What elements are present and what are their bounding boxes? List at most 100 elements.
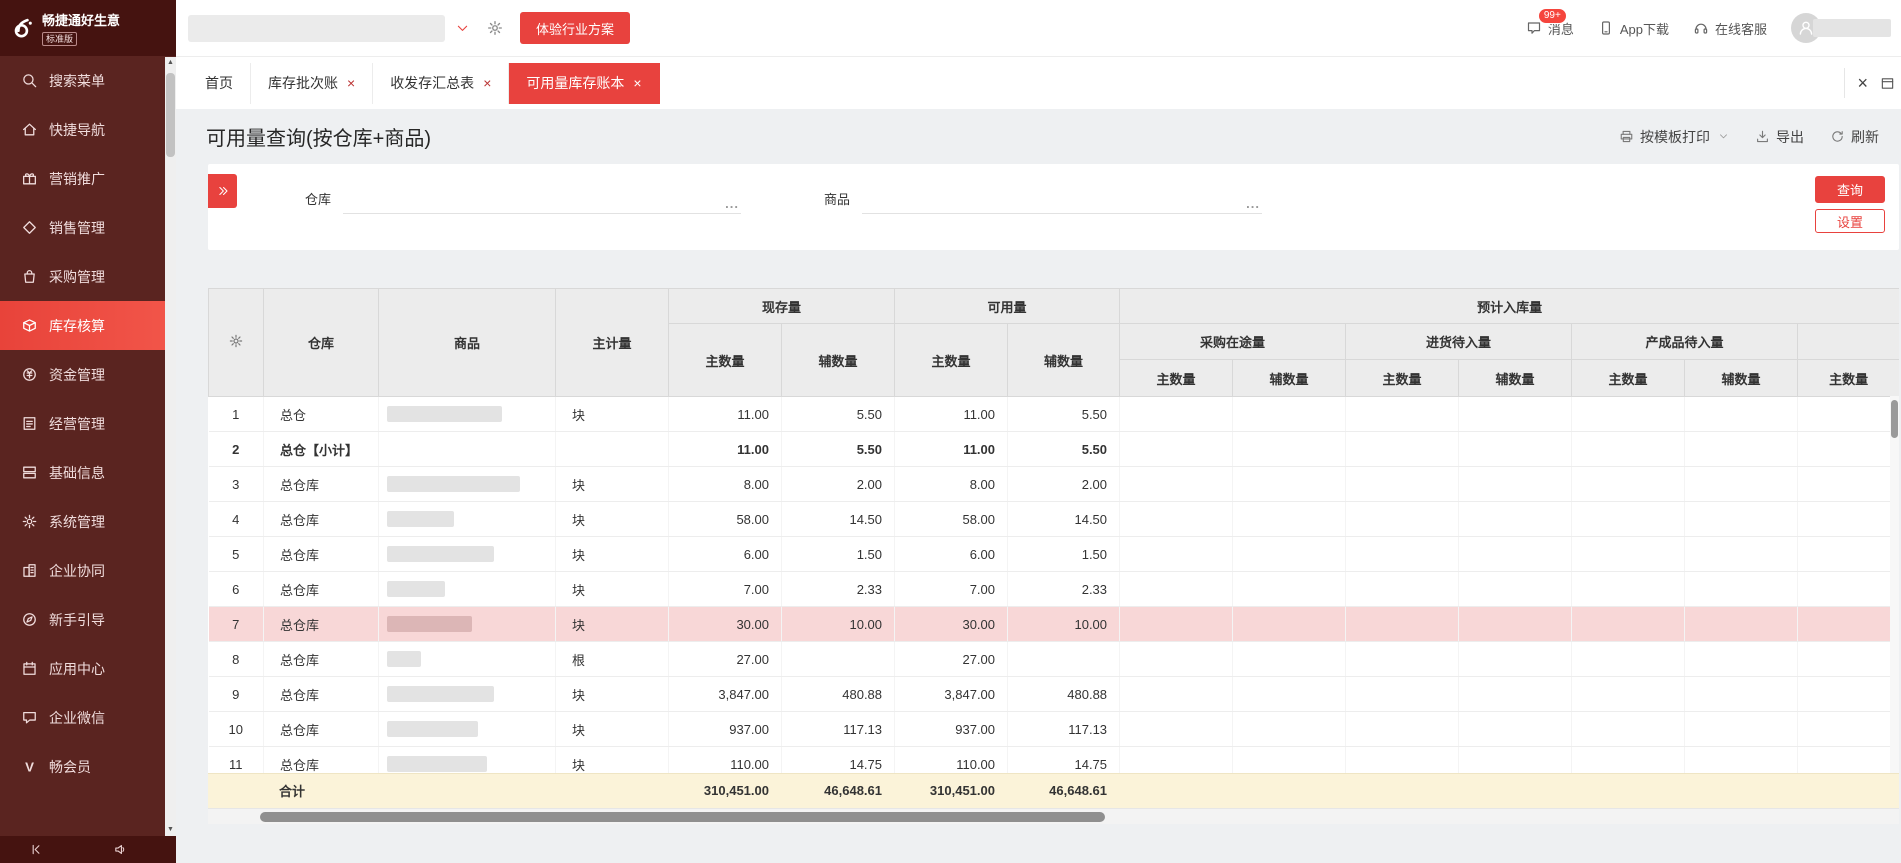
operations-icon [21, 415, 38, 432]
refresh-icon [1830, 129, 1845, 144]
product-input[interactable]: ... [862, 182, 1262, 214]
tab-close-icon[interactable]: × [633, 75, 642, 91]
scroll-up-icon[interactable]: ▲ [167, 59, 174, 66]
table-row[interactable]: 10 总仓库块 937.00 117.13 937.00 117.13 [208, 711, 1899, 747]
sales-icon [21, 219, 38, 236]
sidebar-item-inventory[interactable]: 库存核算 [0, 301, 176, 350]
tab-label: 可用量库存账本 [526, 75, 625, 91]
warehouse-input[interactable]: ... [343, 182, 741, 214]
sidebar-item-funds[interactable]: 资金管理 [0, 350, 176, 399]
sidebar-item-search[interactable]: 搜索菜单 [0, 56, 176, 105]
col-unit: 主计量 [555, 288, 669, 397]
tab-库存批次账[interactable]: 库存批次账 × [251, 62, 374, 104]
sidebar-item-collab[interactable]: 企业协同 [0, 546, 176, 595]
sidebar-item-system[interactable]: 系统管理 [0, 497, 176, 546]
vertical-scroll-thumb[interactable] [1891, 400, 1898, 438]
col-available-main: 主数量 [894, 323, 1009, 397]
table-row[interactable]: 4 总仓库块 58.00 14.50 58.00 14.50 [208, 501, 1899, 537]
tab-收发存汇总表[interactable]: 收发存汇总表 × [373, 62, 510, 104]
table-row[interactable]: 5 总仓库块 6.00 1.50 6.00 1.50 [208, 536, 1899, 572]
print-by-template-button[interactable]: 按模板打印 [1619, 127, 1729, 147]
sidebar-item-wechat[interactable]: 企业微信 [0, 693, 176, 742]
table-settings-cell [208, 288, 264, 397]
main-area: 体验行业方案 消息 99+ App下载 在线客服 [176, 0, 1901, 863]
table-row[interactable]: 6 总仓库块 7.00 2.33 7.00 2.33 [208, 571, 1899, 607]
tab-label: 首页 [205, 75, 233, 91]
product-picker-icon[interactable]: ... [1246, 196, 1260, 211]
query-button[interactable]: 查询 [1815, 176, 1885, 203]
online-service-button[interactable]: 在线客服 [1693, 19, 1767, 38]
col-incoming-aux: 辅数量 [1458, 359, 1573, 397]
sidebar-item-operations[interactable]: 经营管理 [0, 399, 176, 448]
col-current-main: 主数量 [668, 323, 782, 397]
table-row[interactable]: 8 总仓库根 27.00 27.00 [208, 641, 1899, 677]
tab-label: 库存批次账 [268, 75, 338, 91]
phone-icon [1598, 20, 1614, 36]
column-settings-icon[interactable] [228, 333, 244, 349]
global-search-input[interactable] [188, 14, 445, 42]
app-logo: 畅捷通好生意 标准版 [0, 0, 176, 56]
scroll-down-icon[interactable]: ▼ [167, 826, 174, 833]
col-clipped-main: 主数量 [1797, 359, 1899, 397]
close-tabs-icon[interactable]: × [1857, 73, 1868, 93]
table-row[interactable]: 1 总仓块 11.00 5.50 11.00 5.50 [208, 396, 1899, 432]
sidebar-item-label: 库存核算 [49, 317, 105, 334]
sidebar-item-label: 销售管理 [49, 219, 105, 236]
total-current-main: 310,451.00 [668, 773, 781, 808]
collapse-sidebar-icon[interactable] [30, 842, 45, 857]
sidebar-item-home[interactable]: 快捷导航 [0, 105, 176, 154]
sidebar-item-guide[interactable]: 新手引导 [0, 595, 176, 644]
tab-label: 收发存汇总表 [390, 75, 475, 91]
sidebar-item-member[interactable]: V 畅会员 [0, 742, 176, 791]
sidebar-scroll-thumb[interactable] [166, 73, 175, 157]
table-row[interactable]: 11 总仓库块 110.00 14.75 110.00 14.75 [208, 746, 1899, 773]
user-account[interactable] [1791, 13, 1891, 43]
col-incoming-main: 主数量 [1345, 359, 1460, 397]
sidebar-nav: 搜索菜单 快捷导航 营销推广销售管理采购管理库存核算资金管理 经营管理 基础信息系统管理… [0, 56, 176, 836]
horizontal-scrollbar[interactable] [208, 807, 1899, 824]
app-download-button[interactable]: App下载 [1598, 19, 1669, 38]
page-actions: 按模板打印 导出 刷新 [1619, 127, 1879, 147]
sidebar-item-purchase[interactable]: 采购管理 [0, 252, 176, 301]
apps-icon [21, 660, 38, 677]
settings-button[interactable]: 设置 [1815, 209, 1885, 233]
expand-filter-button[interactable] [208, 174, 237, 208]
logo-icon [10, 16, 34, 40]
horizontal-scroll-thumb[interactable] [260, 811, 1105, 822]
search-icon [21, 72, 38, 89]
warehouse-picker-icon[interactable]: ... [725, 196, 739, 211]
export-button[interactable]: 导出 [1755, 127, 1804, 147]
col-available-aux: 辅数量 [1007, 323, 1121, 397]
sidebar-item-baseinfo[interactable]: 基础信息 [0, 448, 176, 497]
sidebar-item-gift[interactable]: 营销推广 [0, 154, 176, 203]
redacted-product [387, 686, 494, 703]
tab-首页[interactable]: 首页 [188, 62, 251, 104]
messages-button[interactable]: 消息 99+ [1526, 7, 1574, 38]
trial-plan-button[interactable]: 体验行业方案 [520, 12, 631, 44]
gear-icon[interactable] [486, 19, 504, 37]
table-row[interactable]: 3 总仓库块 8.00 2.00 8.00 2.00 [208, 466, 1899, 502]
chevron-down-icon[interactable] [455, 21, 470, 36]
filter-panel: 仓库 ... 商品 ... 查询 设置 [208, 164, 1899, 250]
vertical-scrollbar[interactable] [1890, 396, 1899, 773]
sidebar-item-label: 企业协同 [49, 562, 105, 579]
speaker-icon[interactable] [113, 842, 128, 857]
refresh-button[interactable]: 刷新 [1830, 127, 1879, 147]
tab-close-icon[interactable]: × [483, 75, 492, 91]
sidebar-scrollbar[interactable]: ▲ ▼ [165, 57, 176, 836]
redacted-product [387, 651, 421, 668]
svg-text:V: V [25, 759, 34, 774]
tab-可用量库存账本[interactable]: 可用量库存账本 × [509, 62, 660, 104]
sidebar-item-sales[interactable]: 销售管理 [0, 203, 176, 252]
table-row[interactable]: 7 总仓库块 30.00 10.00 30.00 10.00 [208, 606, 1899, 642]
col-purchase-aux: 辅数量 [1232, 359, 1347, 397]
messages-label: 消息 [1547, 21, 1574, 37]
tab-close-icon[interactable]: × [347, 75, 356, 91]
tab-panel-icon[interactable] [1880, 76, 1895, 91]
sidebar-item-label: 系统管理 [49, 513, 105, 530]
sidebar-item-apps[interactable]: 应用中心 [0, 644, 176, 693]
table-row[interactable]: 9 总仓库块 3,847.00 480.88 3,847.00 480.88 [208, 676, 1899, 712]
table-row[interactable]: 2 总仓【小计】 11.00 5.50 11.00 5.50 [208, 431, 1899, 467]
col-product: 商品 [378, 288, 556, 397]
system-icon [21, 513, 38, 530]
